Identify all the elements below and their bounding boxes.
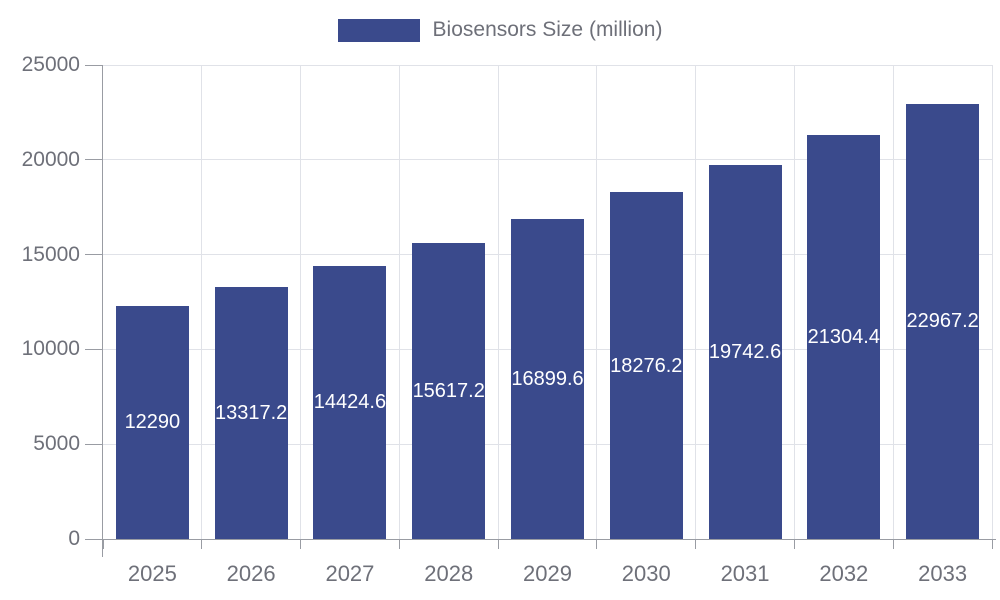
- x-axis-tick: [497, 539, 499, 549]
- bar[interactable]: [906, 103, 980, 539]
- chart-legend[interactable]: Biosensors Size (million): [0, 18, 1000, 42]
- x-gridline: [201, 65, 203, 539]
- x-tick-label: 2032: [819, 561, 869, 586]
- x-gridline: [300, 65, 302, 539]
- x-axis-line: [103, 538, 996, 540]
- x-axis-tick: [201, 539, 203, 549]
- x-tick-label: 2029: [523, 561, 572, 586]
- x-tick-label: 2025: [127, 561, 177, 586]
- x-axis-tick: [398, 539, 400, 549]
- x-axis-tick: [793, 539, 795, 549]
- x-tick-label: 2026: [226, 561, 276, 586]
- bar[interactable]: [412, 242, 486, 539]
- x-axis-tick: [892, 539, 894, 549]
- y-gridline: [103, 159, 992, 161]
- y-tick-label: 20000: [21, 147, 80, 171]
- legend-label: Biosensors Size (million): [432, 18, 663, 41]
- bar[interactable]: [313, 265, 387, 539]
- x-tick-label: 2027: [325, 561, 375, 586]
- y-axis-tick: [85, 443, 103, 445]
- y-gridline: [103, 64, 992, 66]
- x-tick-label: 2028: [424, 561, 474, 586]
- y-axis-tick: [85, 64, 103, 66]
- y-axis-tick: [85, 348, 103, 350]
- bar[interactable]: [708, 164, 782, 539]
- x-axis-tick: [991, 539, 993, 549]
- bar[interactable]: [807, 135, 881, 539]
- x-gridline: [991, 65, 993, 539]
- x-axis-tick: [695, 539, 697, 549]
- y-axis-tick: [85, 254, 103, 256]
- bar[interactable]: [115, 305, 189, 539]
- bar[interactable]: [214, 286, 288, 539]
- x-axis-tick: [300, 539, 302, 549]
- y-tick-label: 15000: [21, 242, 80, 266]
- x-gridline: [793, 65, 795, 539]
- x-gridline: [398, 65, 400, 539]
- bar[interactable]: [609, 192, 683, 539]
- y-axis-tick: [85, 538, 103, 540]
- x-tick-label: 2033: [918, 561, 968, 586]
- y-tick-label: 25000: [21, 53, 80, 76]
- y-axis-line: [102, 65, 103, 557]
- y-tick-label: 0: [68, 527, 80, 550]
- x-gridline: [695, 65, 697, 539]
- x-gridline: [596, 65, 598, 539]
- x-tick-label: 2031: [720, 561, 770, 586]
- x-axis-tick: [596, 539, 598, 549]
- x-gridline: [497, 65, 499, 539]
- legend-swatch: [337, 18, 420, 42]
- x-gridline: [892, 65, 894, 539]
- y-tick-label: 5000: [33, 432, 80, 456]
- x-tick-label: 2030: [621, 561, 671, 586]
- y-tick-label: 10000: [21, 337, 80, 361]
- bar[interactable]: [511, 218, 584, 539]
- x-axis-tick: [102, 539, 104, 549]
- y-axis-tick: [85, 159, 103, 161]
